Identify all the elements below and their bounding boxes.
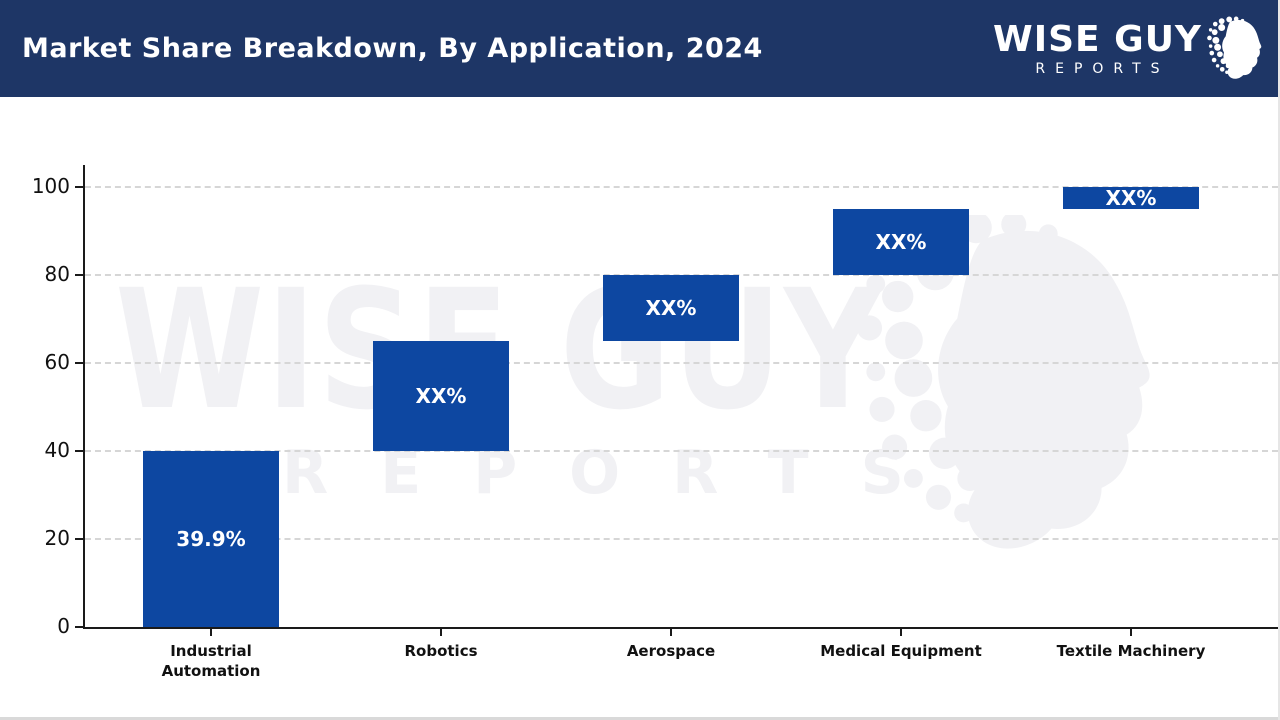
bar-value-label: 39.9% [176, 527, 246, 551]
x-axis-tick [210, 629, 212, 636]
x-axis-line [83, 627, 1278, 629]
y-axis-tick-label: 20 [44, 526, 70, 550]
brand-logo-text: WISE GUY REPORTS [992, 18, 1202, 77]
y-axis-tick-label: 80 [44, 262, 70, 286]
bottom-divider [0, 717, 1278, 720]
y-axis-tick [75, 274, 84, 276]
y-axis-tick [75, 450, 84, 452]
bar-segment: XX% [1063, 186, 1199, 210]
x-axis-category-label: Textile Machinery [1056, 642, 1206, 660]
brand-logo: WISE GUY REPORTS [993, 7, 1264, 91]
brand-name: WISE GUY [992, 18, 1202, 60]
y-axis-tick-label: 0 [57, 614, 70, 638]
y-axis-tick-label: 60 [44, 350, 70, 374]
x-axis-category-label: Aerospace [626, 642, 716, 660]
watermark-brand-subtext: REPORTS [282, 438, 956, 508]
x-axis-category-label: Robotics [404, 642, 478, 660]
bar-segment: 39.9% [143, 451, 279, 627]
gridline [85, 450, 1278, 452]
y-axis-line [83, 165, 85, 629]
y-axis-tick [75, 626, 84, 628]
y-axis-tick [75, 538, 84, 540]
x-axis-category-label: Industrial Automation [161, 642, 261, 681]
bar-segment: XX% [373, 341, 509, 451]
x-axis-tick [900, 629, 902, 636]
x-axis-tick [1130, 629, 1132, 636]
gridline [85, 186, 1278, 188]
brand-subname: REPORTS [1035, 60, 1170, 77]
bar-value-label: XX% [875, 230, 927, 254]
plot-area: 0 20 40 60 80 100 39.9% Industrial Automation XX… [0, 97, 1278, 720]
bar-segment: XX% [603, 275, 739, 341]
header: Market Share Breakdown, By Application, … [0, 0, 1278, 97]
bar-value-label: XX% [415, 384, 467, 408]
bar-value-label: XX% [1105, 186, 1157, 210]
x-axis-tick [670, 629, 672, 636]
y-axis-tick-label: 100 [31, 174, 70, 198]
gridline [85, 362, 1278, 364]
x-axis-tick [440, 629, 442, 636]
y-axis-tick-label: 40 [44, 438, 70, 462]
bar-segment: XX% [833, 209, 969, 275]
x-axis-category-label: Medical Equipment [820, 642, 982, 660]
brand-head-icon [1207, 16, 1262, 79]
y-axis-tick [75, 362, 84, 364]
gridline [85, 538, 1278, 540]
page-title: Market Share Breakdown, By Application, … [22, 33, 763, 64]
y-axis-tick [75, 186, 84, 188]
bar-value-label: XX% [645, 296, 697, 320]
